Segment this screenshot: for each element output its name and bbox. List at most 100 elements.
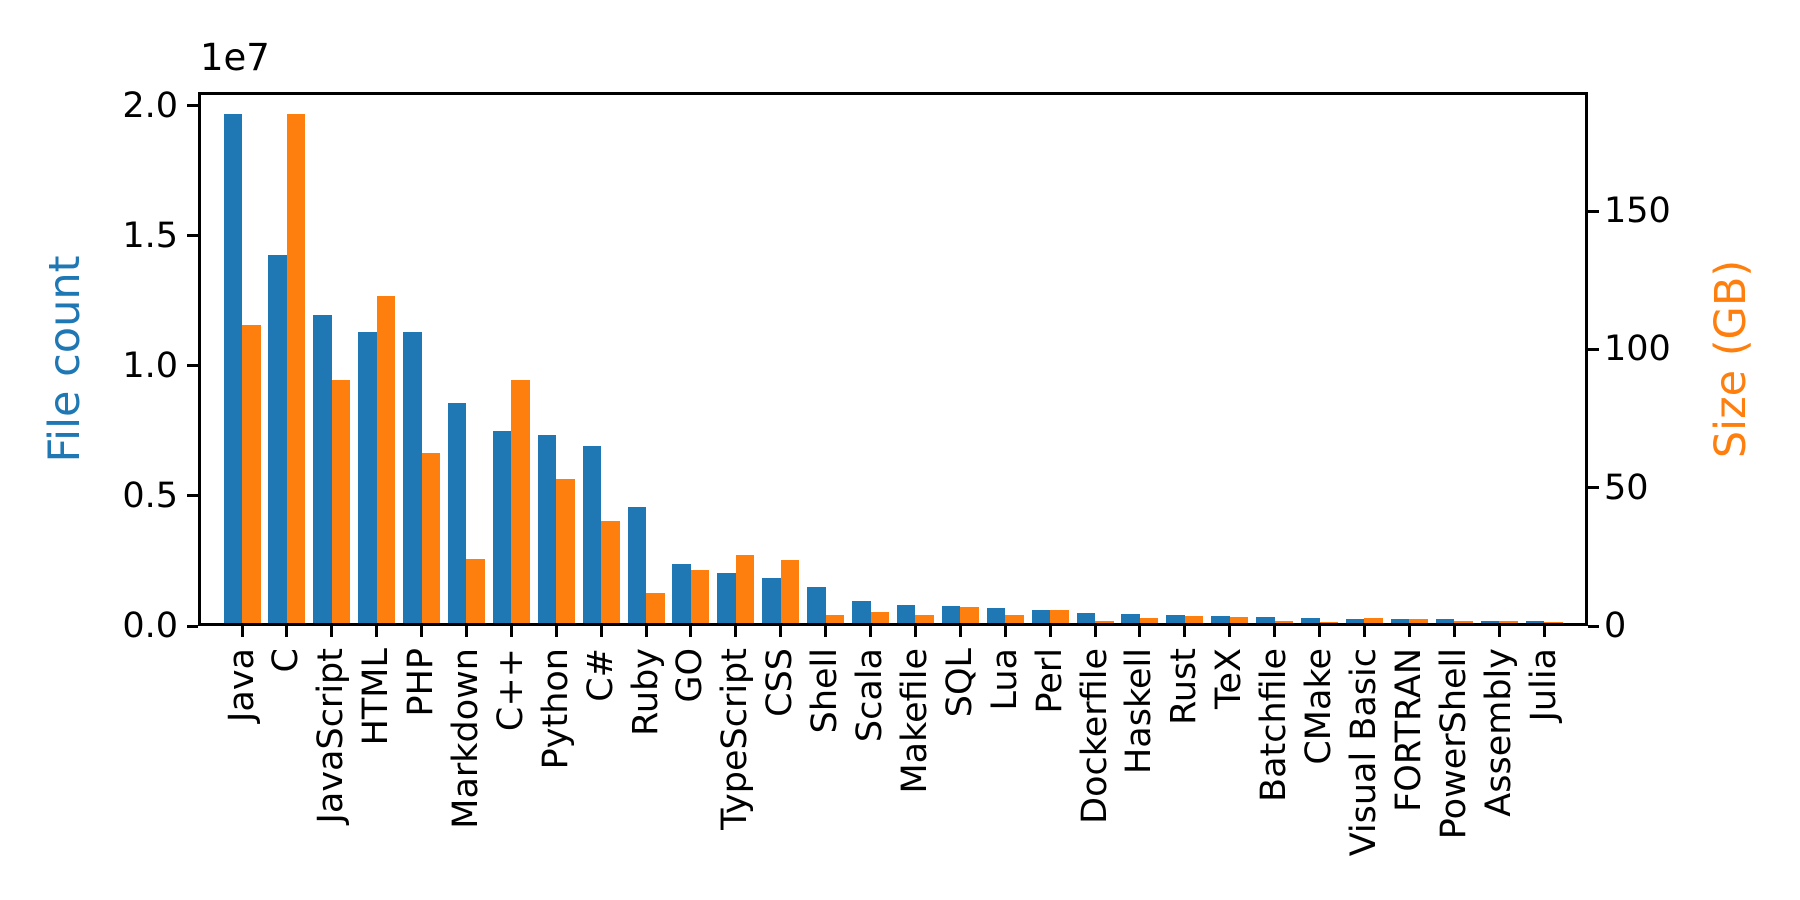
bar-file-count-go [672,564,691,623]
x-tick-makefile [913,626,917,637]
bar-file-count-fortran [1390,619,1410,623]
bar-size-gb-javascript [331,380,351,623]
x-tick-scala [869,626,873,637]
bar-size-gb-css [780,560,800,623]
x-tick-label-sql: SQL [939,648,980,718]
bar-size-gb-scala [870,612,890,623]
bar-size-gb-tex [1229,617,1249,623]
x-tick-sql [958,626,962,637]
x-tick-visual-basic [1362,626,1366,637]
bar-size-gb-html [376,296,396,623]
bar-file-count-c [492,431,512,623]
bar-file-count-html [358,332,377,623]
x-tick-label-perl: Perl [1029,648,1070,714]
bar-file-count-powershell [1435,619,1455,623]
x-tick-php [420,626,424,637]
bar-size-gb-c [286,114,306,623]
x-tick-ruby [644,626,648,637]
x-tick-shell [824,626,828,637]
right-y-tick-0 [1588,624,1599,628]
bar-file-count-julia [1525,621,1544,623]
bar-file-count-cmake [1301,618,1320,623]
bar-size-gb-php [421,453,441,623]
x-tick-label-c: C++ [490,648,531,732]
bar-file-count-c [582,445,602,623]
bar-file-count-markdown [447,402,467,623]
x-tick-label-makefile: Makefile [894,648,935,794]
x-tick-label-markdown: Markdown [445,648,486,829]
x-tick-label-python: Python [535,648,576,770]
bar-size-gb-haskell [1139,617,1159,623]
bar-file-count-lua [986,607,1006,623]
x-tick-typescript [734,626,738,637]
x-tick-dockerfile [1093,626,1097,637]
x-tick-label-java: Java [221,648,262,722]
x-tick-fortran [1407,626,1411,637]
right-y-tick-100 [1588,347,1599,351]
left-y-tick-label-0.5: 0.5 [122,475,178,516]
bar-size-gb-perl [1050,610,1069,623]
right-y-tick-label-100: 100 [1604,329,1671,370]
x-tick-label-c: C [266,648,307,673]
bar-size-gb-batchfile [1274,621,1294,623]
x-tick-label-c: C# [580,648,621,702]
x-tick-tex [1228,626,1232,637]
x-tick-perl [1048,626,1052,637]
x-tick-label-rust: Rust [1164,648,1205,725]
bar-file-count-c [268,255,287,623]
bar-file-count-makefile [896,605,916,623]
bar-size-gb-visual-basic [1364,617,1383,623]
bar-file-count-java [223,114,242,623]
x-tick-label-fortran: FORTRAN [1388,648,1429,812]
x-tick-cmake [1318,626,1322,637]
x-tick-html [375,626,379,637]
bar-size-gb-shell [825,614,845,623]
x-tick-label-haskell: Haskell [1119,648,1160,775]
bar-file-count-javascript [313,314,332,623]
bar-size-gb-makefile [915,614,934,623]
right-y-tick-label-50: 50 [1604,467,1649,508]
x-tick-assembly [1497,626,1501,637]
bar-file-count-shell [807,586,826,623]
bar-size-gb-ruby [646,592,665,623]
x-tick-label-javascript: JavaScript [311,648,352,824]
x-tick-c [285,626,289,637]
x-tick-lua [1003,626,1007,637]
bar-file-count-typescript [717,572,736,623]
bar-file-count-perl [1031,610,1051,623]
x-tick-label-css: CSS [760,648,801,717]
bar-size-gb-typescript [735,554,755,623]
bars-layer [201,95,1585,623]
x-tick-java [240,626,244,637]
bar-size-gb-powershell [1454,621,1473,623]
x-tick-label-visual-basic: Visual Basic [1343,648,1384,857]
x-tick-label-go: GO [670,648,711,703]
left-y-tick-1.5 [187,234,198,238]
bar-file-count-css [762,577,781,623]
bar-size-gb-c [601,521,620,623]
x-tick-label-typescript: TypeScript [715,648,756,830]
x-tick-c [509,626,513,637]
left-y-tick-2.0 [187,104,198,108]
bar-size-gb-c [511,380,530,623]
x-tick-label-ruby: Ruby [625,648,666,736]
x-tick-label-scala: Scala [850,648,891,743]
bar-file-count-scala [852,601,871,623]
bar-size-gb-markdown [466,559,485,623]
x-tick-css [779,626,783,637]
bar-size-gb-assembly [1499,620,1518,623]
bar-file-count-visual-basic [1345,618,1365,623]
left-y-tick-label-1.0: 1.0 [122,345,178,386]
bar-file-count-assembly [1480,620,1500,623]
x-tick-label-tex: TeX [1209,648,1250,709]
bar-file-count-batchfile [1256,616,1275,623]
bar-file-count-php [403,332,422,623]
left-y-tick-0.5 [187,494,198,498]
right-y-axis-title: Size (GB) [1706,259,1756,459]
bar-file-count-haskell [1121,614,1140,623]
x-tick-label-assembly: Assembly [1478,648,1519,817]
x-tick-julia [1542,626,1546,637]
left-y-tick-1.0 [187,364,198,368]
x-tick-rust [1183,626,1187,637]
